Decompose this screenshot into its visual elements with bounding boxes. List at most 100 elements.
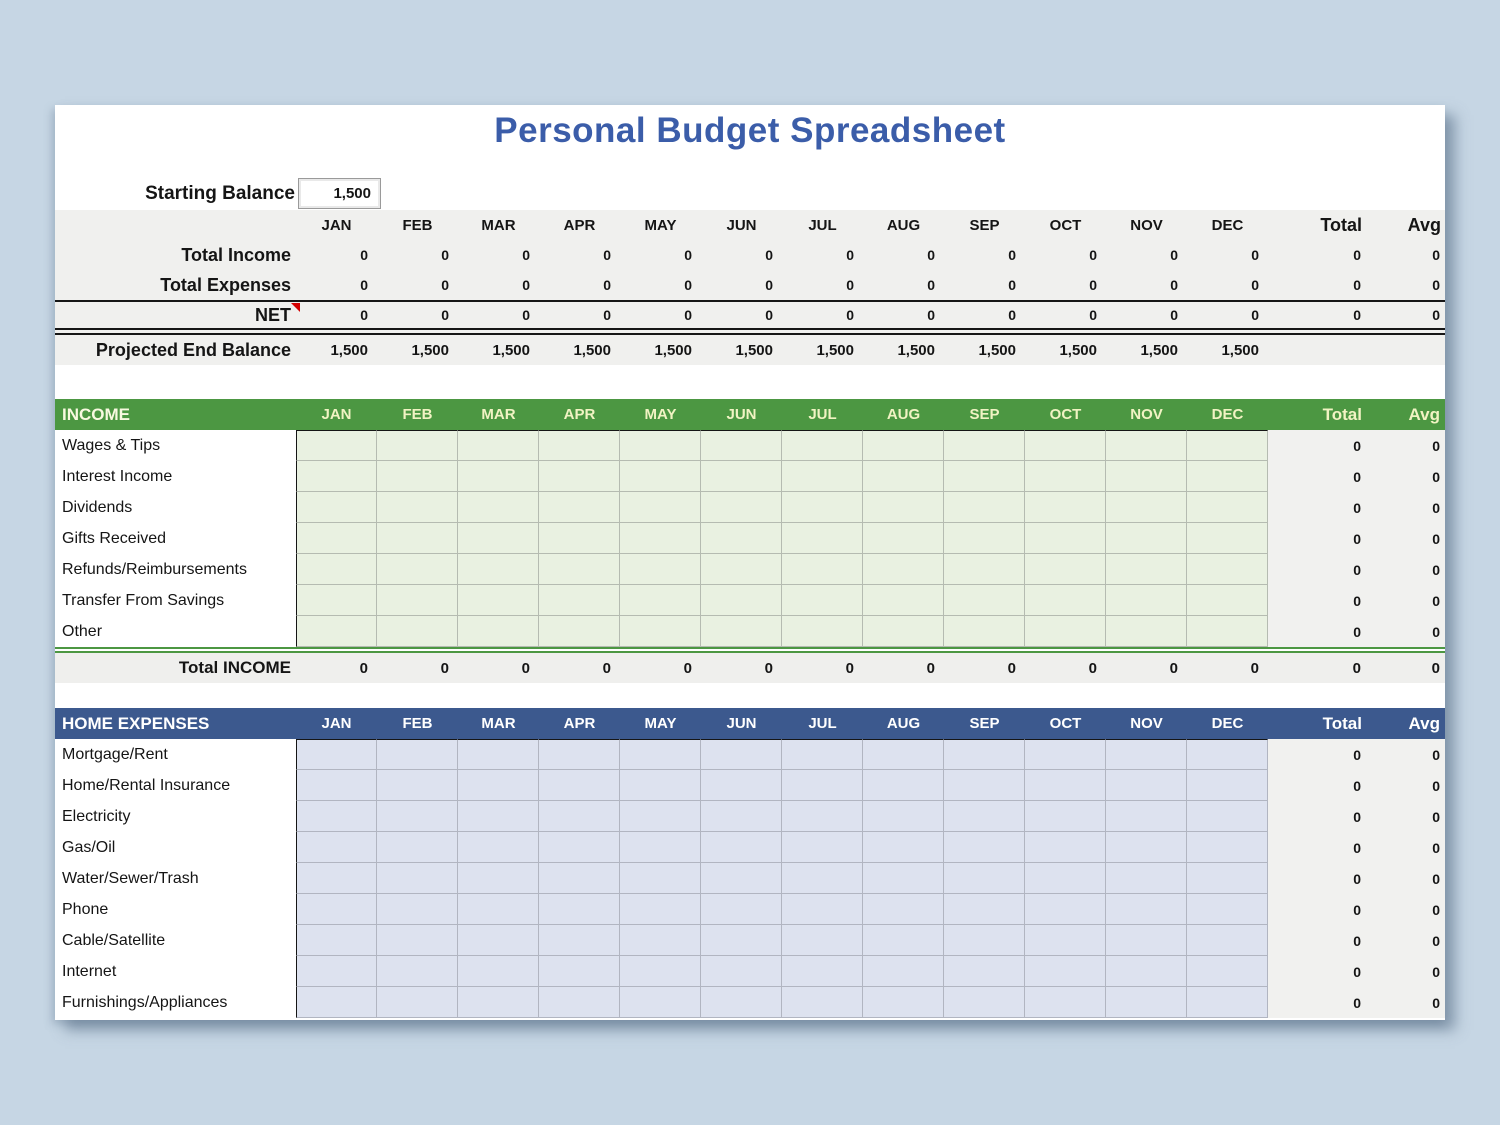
- data-cell[interactable]: [620, 956, 701, 987]
- data-cell[interactable]: [539, 461, 620, 492]
- data-cell[interactable]: [1025, 894, 1106, 925]
- data-cell[interactable]: [1187, 523, 1268, 554]
- data-cell[interactable]: [944, 770, 1025, 801]
- data-cell[interactable]: [782, 894, 863, 925]
- data-cell[interactable]: [458, 430, 539, 461]
- data-cell[interactable]: [1187, 616, 1268, 647]
- data-cell[interactable]: [701, 987, 782, 1018]
- data-cell[interactable]: [539, 801, 620, 832]
- data-cell[interactable]: [539, 616, 620, 647]
- data-cell[interactable]: [1025, 832, 1106, 863]
- data-cell[interactable]: [539, 925, 620, 956]
- data-cell[interactable]: [1106, 739, 1187, 770]
- data-cell[interactable]: [1106, 987, 1187, 1018]
- data-cell[interactable]: [377, 801, 458, 832]
- data-cell[interactable]: [1025, 863, 1106, 894]
- data-cell[interactable]: [701, 894, 782, 925]
- data-cell[interactable]: [782, 832, 863, 863]
- data-cell[interactable]: [1187, 461, 1268, 492]
- data-cell[interactable]: [863, 894, 944, 925]
- data-cell[interactable]: [701, 523, 782, 554]
- data-cell[interactable]: [296, 832, 377, 863]
- data-cell[interactable]: [296, 430, 377, 461]
- data-cell[interactable]: [701, 863, 782, 894]
- data-cell[interactable]: [1025, 492, 1106, 523]
- data-cell[interactable]: [863, 863, 944, 894]
- data-cell[interactable]: [620, 801, 701, 832]
- data-cell[interactable]: [1106, 894, 1187, 925]
- data-cell[interactable]: [620, 430, 701, 461]
- data-cell[interactable]: [539, 832, 620, 863]
- data-cell[interactable]: [1106, 832, 1187, 863]
- data-cell[interactable]: [1025, 739, 1106, 770]
- data-cell[interactable]: [1025, 956, 1106, 987]
- data-cell[interactable]: [458, 832, 539, 863]
- data-cell[interactable]: [296, 739, 377, 770]
- data-cell[interactable]: [1025, 925, 1106, 956]
- data-cell[interactable]: [1106, 770, 1187, 801]
- data-cell[interactable]: [377, 987, 458, 1018]
- data-cell[interactable]: [539, 554, 620, 585]
- data-cell[interactable]: [863, 925, 944, 956]
- data-cell[interactable]: [863, 987, 944, 1018]
- data-cell[interactable]: [944, 987, 1025, 1018]
- data-cell[interactable]: [1187, 863, 1268, 894]
- data-cell[interactable]: [701, 925, 782, 956]
- data-cell[interactable]: [701, 492, 782, 523]
- data-cell[interactable]: [782, 925, 863, 956]
- data-cell[interactable]: [1025, 430, 1106, 461]
- data-cell[interactable]: [782, 492, 863, 523]
- data-cell[interactable]: [539, 430, 620, 461]
- data-cell[interactable]: [296, 863, 377, 894]
- data-cell[interactable]: [620, 832, 701, 863]
- data-cell[interactable]: [1187, 925, 1268, 956]
- data-cell[interactable]: [296, 492, 377, 523]
- data-cell[interactable]: [701, 801, 782, 832]
- data-cell[interactable]: [1025, 770, 1106, 801]
- data-cell[interactable]: [782, 554, 863, 585]
- data-cell[interactable]: [944, 894, 1025, 925]
- data-cell[interactable]: [458, 554, 539, 585]
- data-cell[interactable]: [458, 770, 539, 801]
- data-cell[interactable]: [863, 801, 944, 832]
- data-cell[interactable]: [377, 430, 458, 461]
- data-cell[interactable]: [701, 739, 782, 770]
- data-cell[interactable]: [620, 554, 701, 585]
- data-cell[interactable]: [458, 523, 539, 554]
- data-cell[interactable]: [944, 832, 1025, 863]
- data-cell[interactable]: [1025, 616, 1106, 647]
- data-cell[interactable]: [296, 770, 377, 801]
- data-cell[interactable]: [458, 739, 539, 770]
- data-cell[interactable]: [1106, 523, 1187, 554]
- data-cell[interactable]: [539, 585, 620, 616]
- data-cell[interactable]: [377, 925, 458, 956]
- data-cell[interactable]: [1187, 956, 1268, 987]
- data-cell[interactable]: [377, 894, 458, 925]
- data-cell[interactable]: [701, 430, 782, 461]
- data-cell[interactable]: [782, 863, 863, 894]
- data-cell[interactable]: [539, 523, 620, 554]
- data-cell[interactable]: [782, 956, 863, 987]
- data-cell[interactable]: [1106, 956, 1187, 987]
- data-cell[interactable]: [539, 956, 620, 987]
- data-cell[interactable]: [1106, 461, 1187, 492]
- data-cell[interactable]: [782, 801, 863, 832]
- data-cell[interactable]: [620, 461, 701, 492]
- data-cell[interactable]: [377, 770, 458, 801]
- data-cell[interactable]: [458, 925, 539, 956]
- data-cell[interactable]: [701, 832, 782, 863]
- data-cell[interactable]: [539, 987, 620, 1018]
- data-cell[interactable]: [944, 554, 1025, 585]
- data-cell[interactable]: [377, 956, 458, 987]
- data-cell[interactable]: [377, 616, 458, 647]
- data-cell[interactable]: [1106, 863, 1187, 894]
- data-cell[interactable]: [863, 492, 944, 523]
- data-cell[interactable]: [944, 523, 1025, 554]
- data-cell[interactable]: [863, 585, 944, 616]
- data-cell[interactable]: [377, 832, 458, 863]
- data-cell[interactable]: [296, 616, 377, 647]
- data-cell[interactable]: [296, 956, 377, 987]
- data-cell[interactable]: [701, 585, 782, 616]
- data-cell[interactable]: [863, 461, 944, 492]
- data-cell[interactable]: [782, 461, 863, 492]
